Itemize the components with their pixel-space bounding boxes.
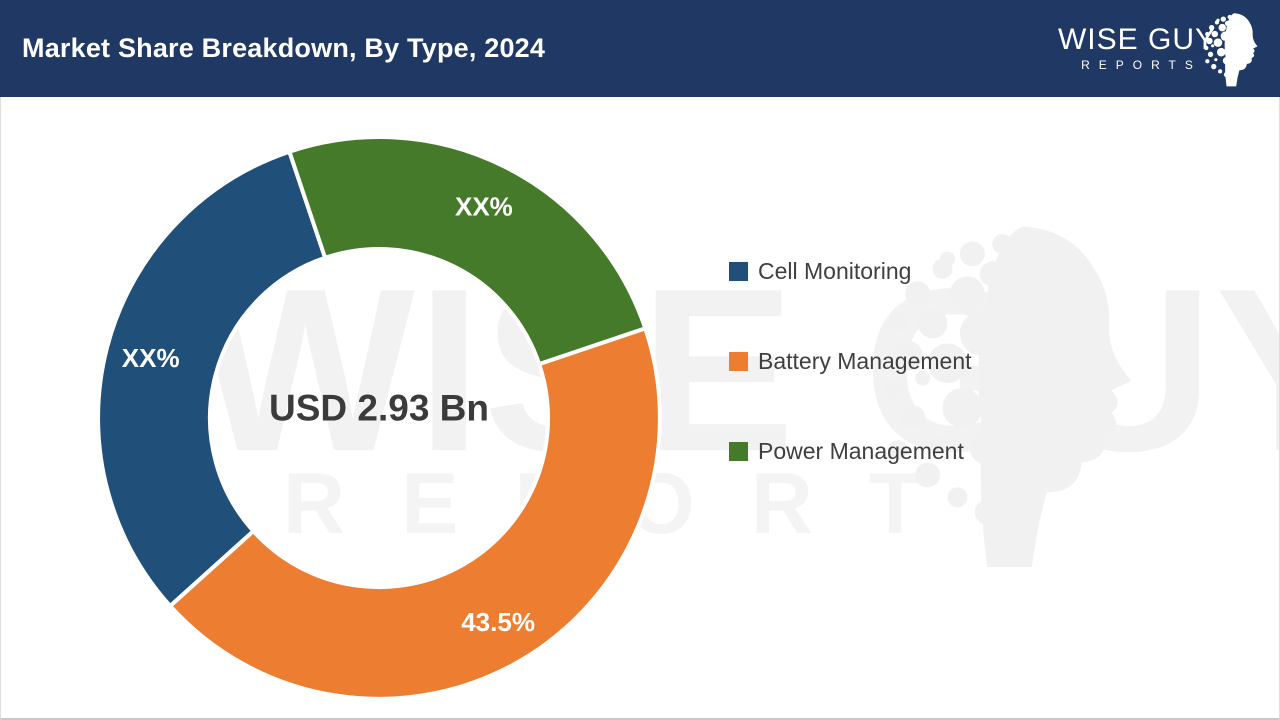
logo-text: WISE GUY REPORTS [1057,23,1216,73]
logo-face-icon [1202,11,1266,87]
legend-item-power-management: Power Management [729,438,972,464]
legend-label: Cell Monitoring [758,257,912,284]
page-title: Market Share Breakdown, By Type, 2024 [22,33,546,63]
legend-swatch-cell-monitoring [729,261,748,281]
legend-item-battery-management: Battery Management [729,348,972,374]
slice-cell-monitoring[interactable] [96,149,328,608]
legend-swatch-battery-management [729,351,748,371]
center-value-label: USD 2.93 Bn [269,388,489,429]
chart-area: WISE GUY REPORTS XX% XX% 43.5% USD 2.93 Bn … [0,97,1280,720]
legend-item-cell-monitoring: Cell Monitoring [729,258,972,284]
header-bar: Market Share Breakdown, By Type, 2024 WI… [0,0,1280,97]
donut-chart: XX% XX% 43.5% USD 2.93 Bn [96,135,662,701]
legend-swatch-power-management [729,441,748,461]
slice-value-label: XX% [455,192,513,222]
slice-battery-management[interactable] [168,326,662,701]
slice-power-management[interactable] [287,135,648,367]
slice-value-label: 43.5% [461,607,535,637]
legend-label: Battery Management [758,347,972,374]
slice-value-label: XX% [122,343,180,373]
legend-label: Power Management [758,437,964,464]
logo-wordmark: WISE GUY [1057,23,1216,56]
watermark-subtitle: REPORTS [283,456,1091,552]
logo-subtitle: REPORTS [1081,58,1202,72]
wise-guy-reports-logo: WISE GUY REPORTS [1058,11,1266,87]
chart-legend: Cell Monitoring Battery Management Power… [729,258,972,464]
